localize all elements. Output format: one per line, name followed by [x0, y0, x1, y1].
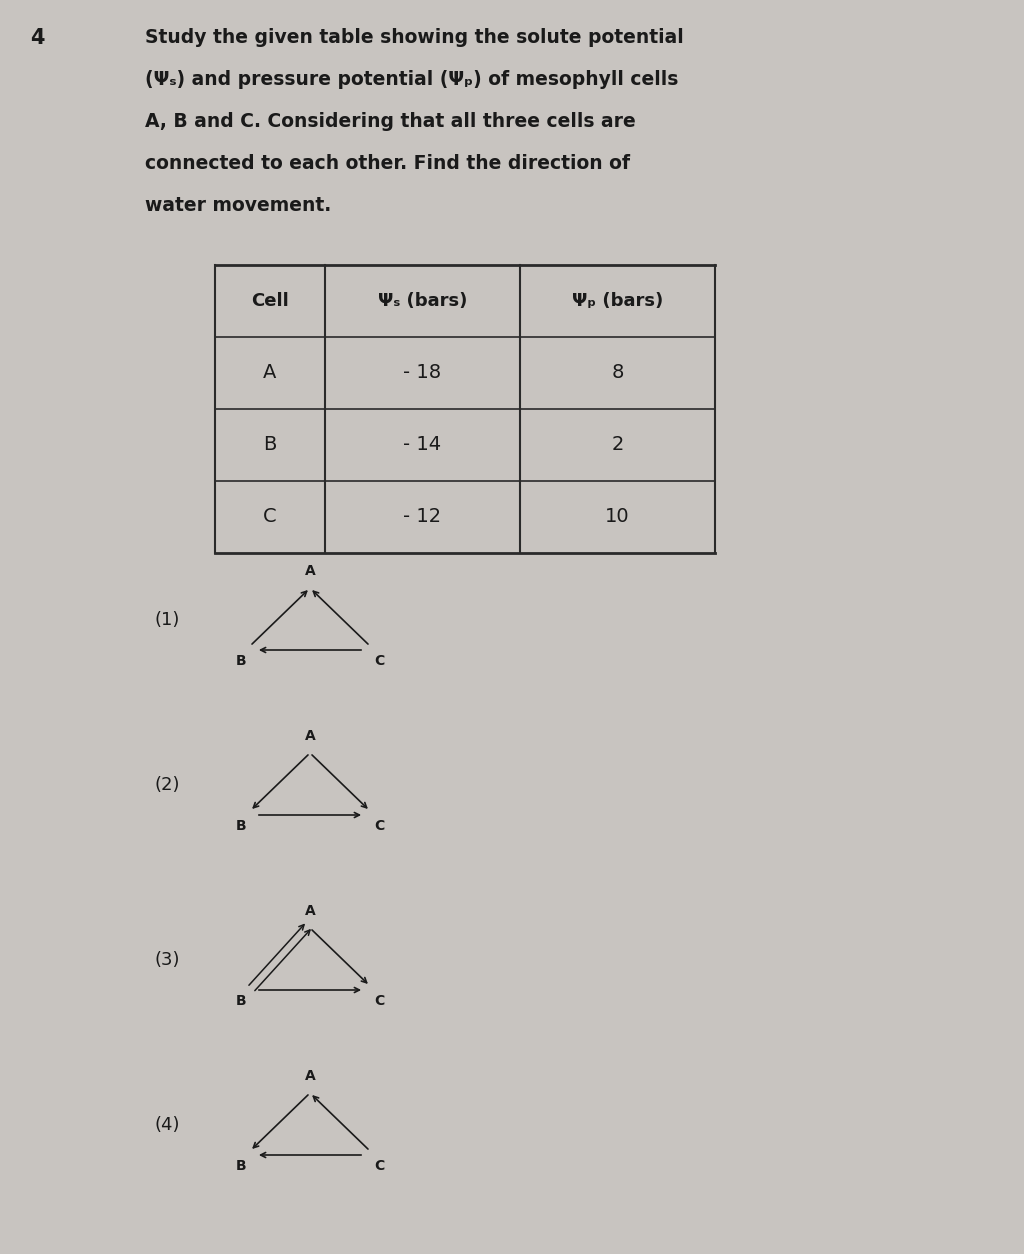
Text: (Ψₛ) and pressure potential (Ψₚ) of mesophyll cells: (Ψₛ) and pressure potential (Ψₚ) of meso…: [145, 70, 678, 89]
Text: B: B: [236, 994, 246, 1008]
Text: - 12: - 12: [403, 508, 441, 527]
Text: - 14: - 14: [403, 435, 441, 454]
Text: A, B and C. Considering that all three cells are: A, B and C. Considering that all three c…: [145, 112, 636, 130]
Text: connected to each other. Find the direction of: connected to each other. Find the direct…: [145, 154, 630, 173]
Text: water movement.: water movement.: [145, 196, 331, 214]
Text: Ψₚ (bars): Ψₚ (bars): [571, 292, 664, 310]
Text: C: C: [374, 994, 384, 1008]
Text: A: A: [304, 1068, 315, 1083]
Text: Study the given table showing the solute potential: Study the given table showing the solute…: [145, 28, 684, 46]
Text: (2): (2): [155, 776, 180, 794]
Text: (1): (1): [155, 611, 180, 630]
Text: B: B: [263, 435, 276, 454]
Text: C: C: [374, 819, 384, 833]
Text: C: C: [374, 1159, 384, 1172]
Text: C: C: [374, 655, 384, 668]
Text: Cell: Cell: [251, 292, 289, 310]
Text: B: B: [236, 655, 246, 668]
Text: A: A: [304, 729, 315, 744]
Text: 2: 2: [611, 435, 624, 454]
Text: (3): (3): [155, 951, 180, 969]
Text: 8: 8: [611, 364, 624, 382]
Text: 10: 10: [605, 508, 630, 527]
Text: 4: 4: [30, 28, 44, 48]
Text: C: C: [263, 508, 276, 527]
Text: B: B: [236, 1159, 246, 1172]
Text: A: A: [263, 364, 276, 382]
Text: A: A: [304, 564, 315, 578]
Text: A: A: [304, 904, 315, 918]
Text: Ψₛ (bars): Ψₛ (bars): [378, 292, 467, 310]
Text: - 18: - 18: [403, 364, 441, 382]
Text: B: B: [236, 819, 246, 833]
Text: (4): (4): [155, 1116, 180, 1134]
